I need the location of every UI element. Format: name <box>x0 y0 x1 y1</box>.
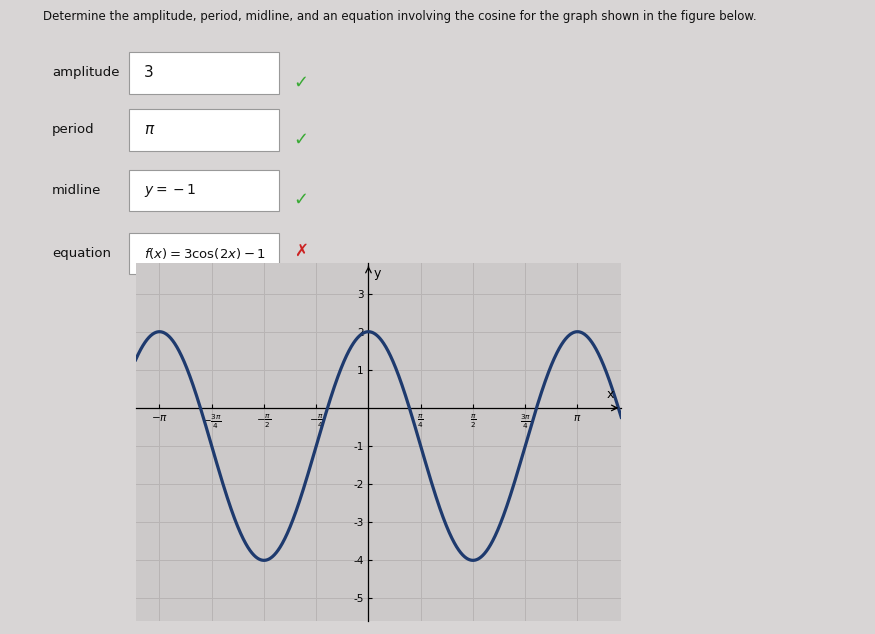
Text: midline: midline <box>52 184 102 197</box>
FancyBboxPatch shape <box>129 170 279 210</box>
Text: ✓: ✓ <box>294 131 309 148</box>
Text: $y=-1$: $y=-1$ <box>144 182 196 198</box>
Text: $\pi$: $\pi$ <box>144 122 155 138</box>
FancyBboxPatch shape <box>129 53 279 93</box>
Text: ✓: ✓ <box>294 74 309 91</box>
FancyBboxPatch shape <box>129 233 279 274</box>
Text: amplitude: amplitude <box>52 67 119 79</box>
Text: y: y <box>374 268 382 280</box>
Text: ✗: ✗ <box>294 242 307 259</box>
Text: period: period <box>52 124 94 136</box>
Text: equation: equation <box>52 247 111 260</box>
Text: x: x <box>606 388 613 401</box>
Text: $f(x)=3\cos(2x)-1$: $f(x)=3\cos(2x)-1$ <box>144 246 265 261</box>
Text: 3: 3 <box>144 65 153 81</box>
Text: Determine the amplitude, period, midline, and an equation involving the cosine f: Determine the amplitude, period, midline… <box>43 10 757 23</box>
Text: ✓: ✓ <box>294 191 309 209</box>
FancyBboxPatch shape <box>129 109 279 150</box>
